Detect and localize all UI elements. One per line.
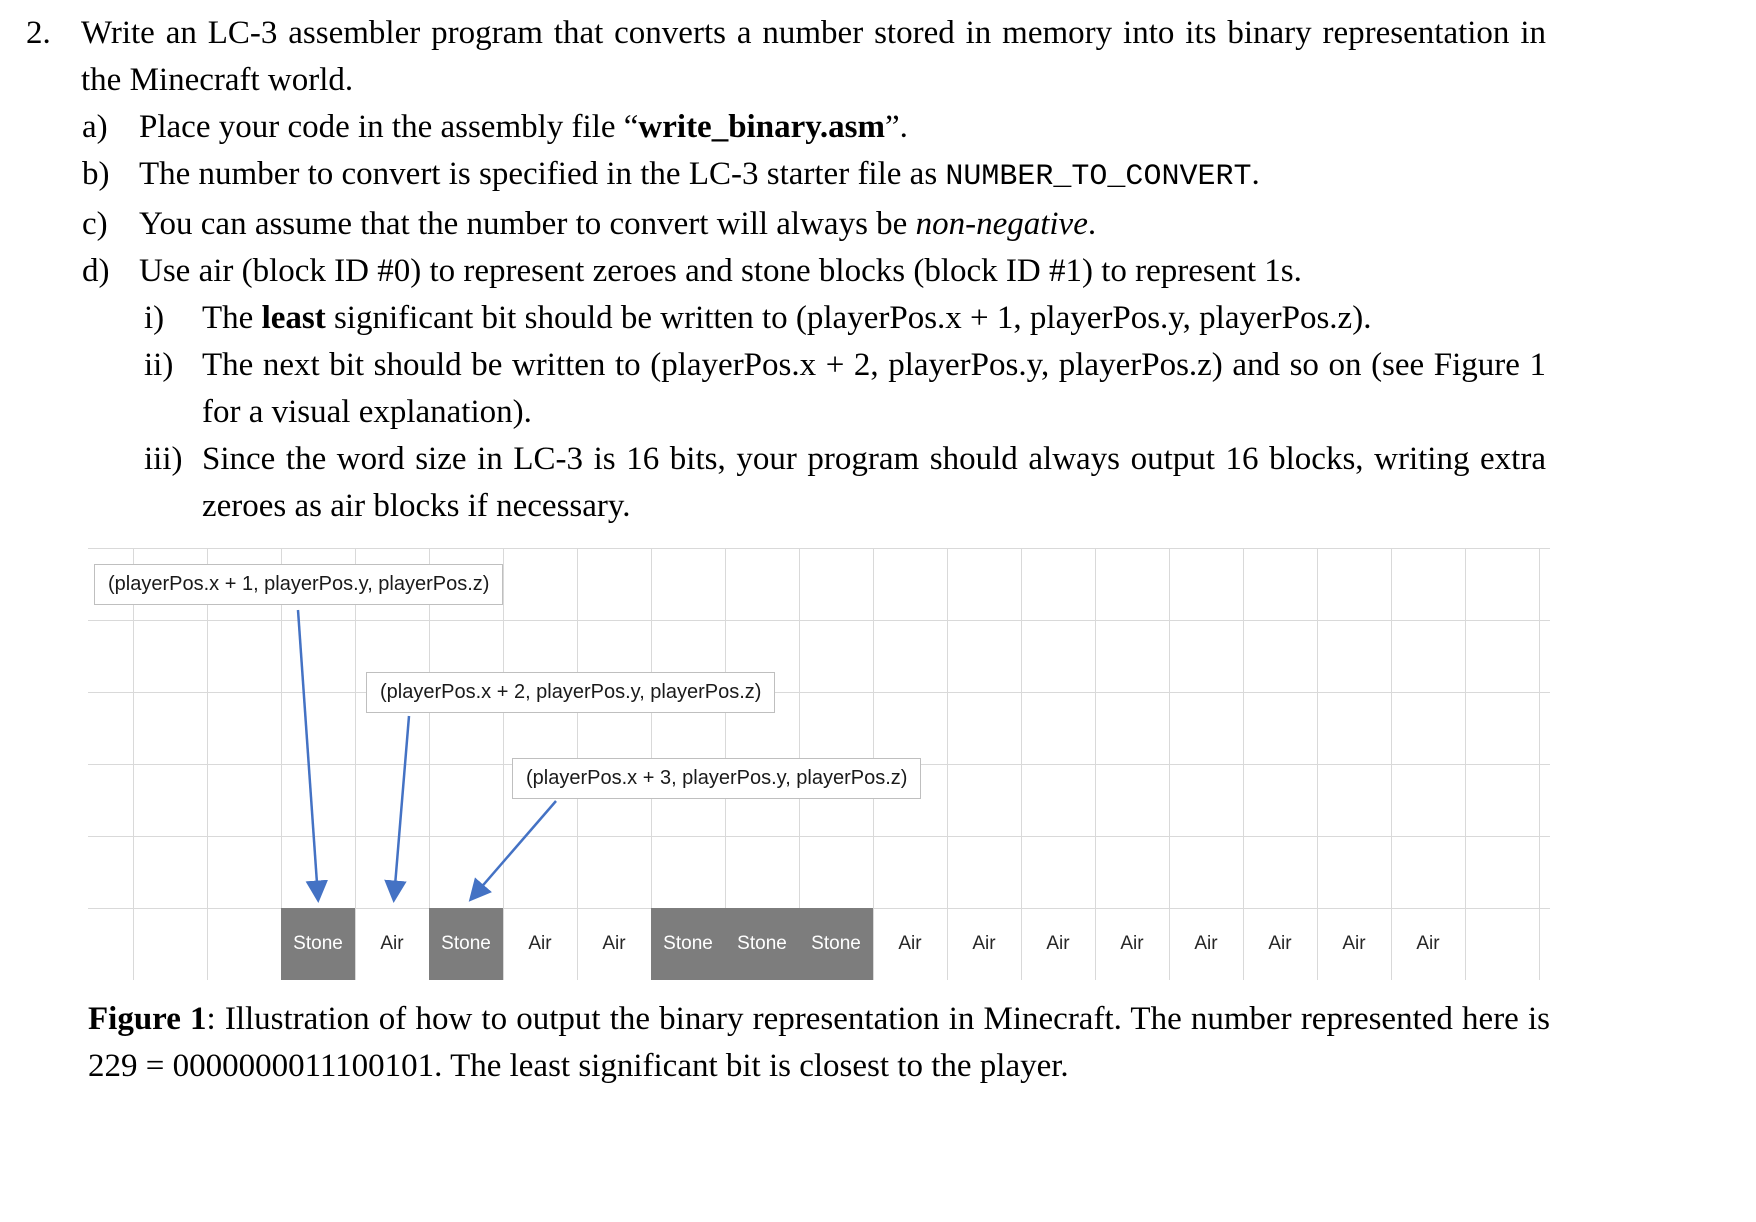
binary-block-row: Stone Air Stone Air Air Stone Stone Ston…: [281, 908, 1465, 980]
arrow-line-2: [384, 715, 411, 903]
item-d-text: Use air (block ID #0) to represent zeroe…: [139, 253, 1302, 289]
block-cell: Air: [1194, 933, 1218, 954]
block-cell: Air: [1046, 933, 1070, 954]
block-cell: Air: [972, 933, 996, 954]
figure-caption-label: Figure 1: [88, 1001, 207, 1037]
subitem-iii-label: iii): [144, 441, 183, 477]
callout-playerpos-plus-1: (playerPos.x + 1, playerPos.y, playerPos…: [94, 564, 504, 605]
item-b-post: .: [1251, 156, 1260, 192]
block-cell: Air: [1268, 933, 1292, 954]
item-c: c) You can assume that the number to con…: [82, 201, 1546, 248]
subitem-i-pre: The: [202, 300, 262, 336]
block-cell: Stone: [281, 908, 355, 980]
problem-statement: 2. Write an LC-3 assembler program that …: [26, 10, 1546, 530]
subitem-i-post: significant bit should be written to (pl…: [325, 300, 1372, 336]
item-d: d) Use air (block ID #0) to represent ze…: [82, 248, 1546, 295]
subitem-i-label: i): [144, 300, 165, 336]
document-page: 2. Write an LC-3 assembler program that …: [26, 10, 1550, 1090]
item-c-emphasis: non-negative: [915, 206, 1088, 242]
block-cell: Air: [528, 933, 552, 954]
block-cell: Air: [380, 933, 404, 954]
item-a-label: a): [82, 109, 108, 145]
callout-playerpos-plus-2: (playerPos.x + 2, playerPos.y, playerPos…: [366, 672, 776, 713]
subitem-ii: ii) The next bit should be written to (p…: [144, 342, 1546, 436]
item-a-text: Place your code in the assembly file “wr…: [139, 104, 1546, 151]
subitem-iii: iii) Since the word size in LC-3 is 16 b…: [144, 436, 1546, 530]
item-b-label: b): [82, 156, 110, 192]
block-cell: Air: [1120, 933, 1144, 954]
block-cell: Air: [602, 933, 626, 954]
problem-number: 2.: [26, 15, 51, 51]
item-a: a) Place your code in the assembly file …: [82, 104, 1546, 151]
callout-playerpos-plus-3: (playerPos.x + 3, playerPos.y, playerPos…: [512, 758, 922, 799]
subitem-iii-text: Since the word size in LC-3 is 16 bits, …: [202, 441, 1546, 524]
problem-text: Write an LC-3 assembler program that con…: [81, 15, 1546, 98]
item-b: b) The number to convert is specified in…: [82, 151, 1546, 201]
item-b-text: The number to convert is specified in th…: [139, 151, 1546, 201]
block-cell: Stone: [651, 908, 725, 980]
arrow-line-1: [296, 609, 329, 903]
item-a-pre: Place your code in the assembly file “: [139, 109, 639, 145]
item-b-code: NUMBER_TO_CONVERT: [945, 160, 1252, 194]
block-cell: Air: [1342, 933, 1366, 954]
subitem-i-text: The least significant bit should be writ…: [202, 295, 1546, 342]
item-a-post: ”.: [885, 109, 908, 145]
subitem-i-bold: least: [261, 300, 326, 336]
block-cell: Air: [898, 933, 922, 954]
subitem-ii-text: The next bit should be written to (playe…: [202, 347, 1546, 430]
item-c-text: You can assume that the number to conver…: [139, 201, 1546, 248]
item-c-label: c): [82, 206, 108, 242]
item-c-pre: You can assume that the number to conver…: [139, 206, 916, 242]
item-a-filename: write_binary.asm: [638, 109, 885, 145]
subitem-ii-label: ii): [144, 347, 174, 383]
item-d-label: d): [82, 253, 110, 289]
item-c-post: .: [1087, 206, 1097, 242]
arrow-line-3: [468, 800, 557, 902]
figure-1-diagram: Stone Air Stone Air Air Stone Stone Ston…: [88, 548, 1550, 980]
block-cell: Stone: [725, 908, 799, 980]
item-b-pre: The number to convert is specified in th…: [139, 156, 946, 192]
block-cell: Air: [1416, 933, 1440, 954]
block-cell: Stone: [429, 908, 503, 980]
subitem-i: i) The least significant bit should be w…: [144, 295, 1546, 342]
figure-caption-text: : Illustration of how to output the bina…: [88, 1001, 1550, 1084]
block-cell: Stone: [799, 908, 873, 980]
figure-caption: Figure 1: Illustration of how to output …: [88, 996, 1550, 1090]
problem-2: 2. Write an LC-3 assembler program that …: [26, 10, 1546, 104]
